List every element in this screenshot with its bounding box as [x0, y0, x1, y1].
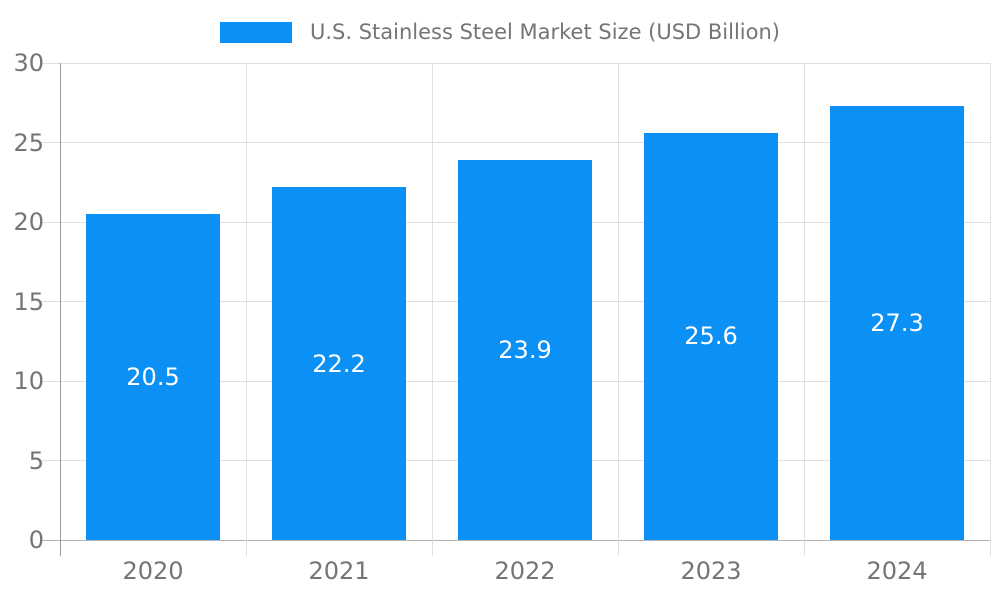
gridline-horizontal [42, 62, 990, 64]
gridline-vertical [989, 63, 991, 556]
x-tick-label: 2024 [866, 557, 928, 585]
y-axis-line [59, 63, 61, 556]
x-tick-label: 2020 [122, 557, 184, 585]
y-tick-label: 20 [13, 208, 44, 236]
gridline-vertical [803, 63, 805, 556]
y-tick-label: 0 [28, 526, 44, 554]
x-tick-label: 2022 [494, 557, 556, 585]
bar-value-label: 27.3 [870, 308, 924, 337]
bar-2022[interactable] [458, 159, 592, 540]
x-axis-line [42, 539, 990, 541]
gridline-vertical [245, 63, 247, 556]
bar-value-label: 23.9 [498, 335, 552, 364]
gridline-horizontal [42, 142, 990, 143]
y-tick-label: 5 [28, 446, 44, 475]
bar-2021[interactable] [272, 187, 406, 540]
bar-value-label: 20.5 [126, 363, 180, 392]
bar-value-label: 25.6 [684, 322, 738, 351]
y-tick-label: 10 [13, 367, 44, 395]
y-tick-label: 15 [13, 287, 44, 316]
x-tick-label: 2023 [680, 557, 742, 585]
x-tick-label: 2021 [308, 557, 370, 585]
gridline-vertical [617, 63, 619, 556]
legend-label: U.S. Stainless Steel Market Size (USD Bi… [309, 20, 780, 44]
bar-2020[interactable] [86, 214, 220, 540]
y-tick-label: 30 [13, 49, 44, 77]
bar-value-label: 22.2 [312, 349, 366, 378]
bar-2024[interactable] [830, 105, 964, 540]
y-tick-label: 25 [13, 128, 44, 157]
chart-legend[interactable]: U.S. Stainless Steel Market Size (USD Bi… [0, 18, 1000, 46]
legend-swatch-icon [219, 21, 292, 43]
gridline-vertical [431, 63, 433, 556]
bar-2023[interactable] [644, 132, 778, 540]
